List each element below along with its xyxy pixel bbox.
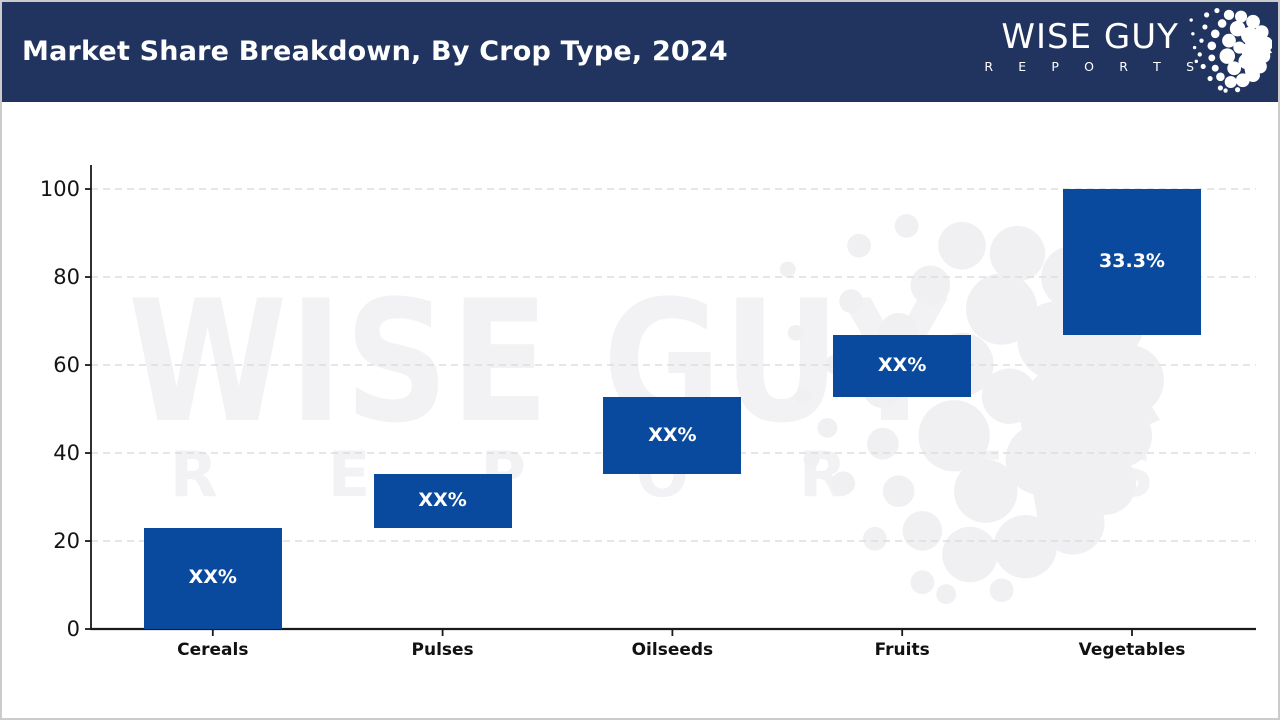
face-dot [1224,75,1237,88]
watermark-wiseguy-text: WISE GUY [128,264,949,460]
ytick-label-20: 20 [53,529,80,553]
category-label-vegetables: Vegetables [1078,640,1186,660]
ytick-label-100: 100 [39,177,80,201]
page-title: Market Share Breakdown, By Crop Type, 20… [22,35,728,67]
face-dot [1199,38,1204,43]
face-dot [1216,72,1225,82]
face-dot [1191,32,1195,36]
face-dot [787,324,804,341]
face-dot [1208,54,1216,62]
face-dot [910,265,951,306]
face-dot [817,417,838,438]
face-dot [936,584,957,605]
logo-text: WISE GUY R E P O R T S [974,17,1206,74]
face-dot [1200,63,1206,70]
header-bar: Market Share Breakdown, By Crop Type, 20… [2,2,1278,102]
wiseguy-logo: WISE GUY R E P O R T S [984,6,1272,98]
face-dot [863,526,887,551]
face-dot [1194,59,1199,64]
face-dot [1223,88,1228,93]
bar-vegetables [1063,189,1201,336]
face-dot [1229,20,1246,37]
face-dot [1219,48,1236,64]
bar-value-label-pulses: XX% [418,488,467,511]
face-dot [1202,24,1208,30]
bar-value-label-cereals: XX% [188,566,237,589]
category-label-fruits: Fruits [874,640,930,660]
ytick-label-60: 60 [53,353,80,377]
face-dot [1214,8,1220,14]
face-dot [847,233,871,258]
face-dot [882,475,915,508]
ytick-label-0: 0 [66,617,80,641]
face-dot [795,388,812,405]
face-dot [1207,75,1213,82]
face-dot [1227,61,1242,76]
face-dot [938,221,986,270]
category-label-pulses: Pulses [411,640,474,660]
face-dot [1210,29,1220,39]
face-dot [1204,12,1210,18]
logo-wiseguy-label: WISE GUY [1001,17,1179,57]
face-dot [831,471,856,496]
ytick-label-40: 40 [53,441,80,465]
category-label-cereals: Cereals [177,640,249,660]
bar-value-label-fruits: XX% [878,354,927,377]
wiseguy-face-icon [1189,8,1272,93]
bar-fruits [833,335,972,398]
face-dot [1246,14,1260,29]
face-dot [1211,64,1219,72]
bar-oilseeds [603,397,742,475]
face-dot [910,570,935,595]
bar-value-label-oilseeds: XX% [648,423,697,446]
face-dot [839,289,863,313]
face-dot [1207,41,1217,51]
face-dot [965,273,1038,345]
face-dot [989,225,1046,282]
ytick-label-80: 80 [53,265,80,289]
face-profile-shape [1241,26,1272,79]
face-dot [1189,18,1193,22]
face-dot [989,578,1014,603]
face-dot [1235,10,1248,23]
logo-reports-label: R E P O R T S [984,58,1206,74]
face-dot [779,261,796,278]
face-dot [1192,45,1197,50]
face-dot [803,451,820,468]
face-dot [1223,9,1235,21]
face-dot [954,459,1018,523]
face-dot [1197,52,1202,57]
category-label-oilseeds: Oilseeds [631,640,714,660]
face-dot [1217,19,1227,28]
face-dot [1217,85,1223,91]
face-dot [894,214,919,238]
bar-value-label-vegetables: 33.3% [1099,250,1165,273]
face-dot [1235,87,1241,93]
face-dot [1222,33,1236,48]
bar-pulses [373,474,512,528]
logo-face-dots [1189,8,1272,93]
bar-cereals [143,527,282,629]
face-dot [866,427,899,460]
face-profile-shape [1017,301,1160,541]
